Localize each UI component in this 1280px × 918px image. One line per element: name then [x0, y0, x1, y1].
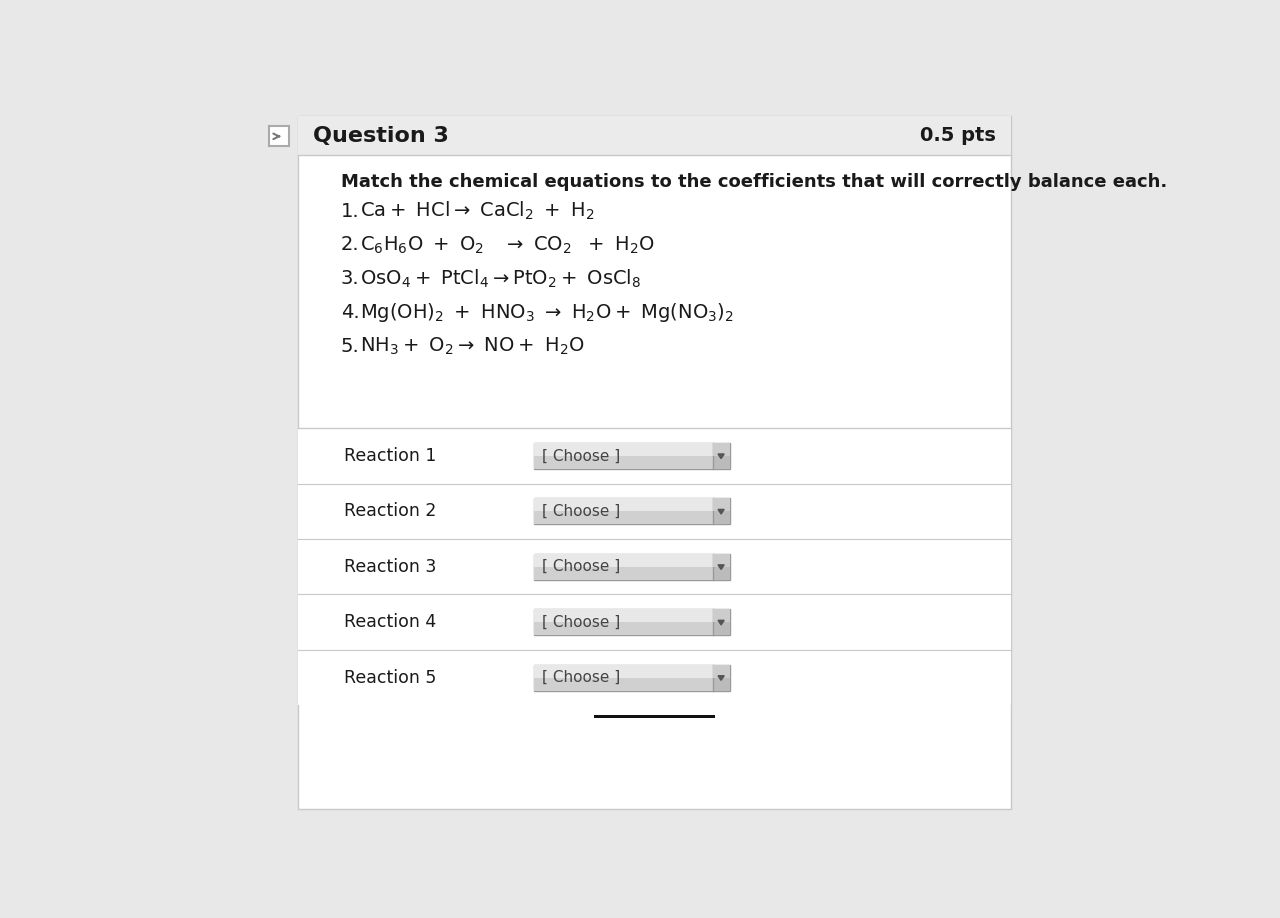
Bar: [713, 498, 730, 511]
Bar: [298, 595, 1011, 650]
Bar: [713, 442, 730, 456]
Bar: [534, 554, 730, 580]
Polygon shape: [718, 509, 724, 514]
Bar: [534, 665, 730, 690]
Bar: [713, 665, 730, 677]
Text: $\mathrm{Mg(OH)_2 \ + \ HNO_3 \ \rightarrow \ H_2O + \ Mg(NO_3)_2}$: $\mathrm{Mg(OH)_2 \ + \ HNO_3 \ \rightar…: [360, 301, 733, 324]
Text: [ Choose ]: [ Choose ]: [541, 448, 621, 464]
Bar: [298, 428, 1011, 484]
Text: [ Choose ]: [ Choose ]: [541, 504, 621, 519]
Bar: [534, 622, 713, 635]
Text: [ Choose ]: [ Choose ]: [541, 670, 621, 685]
Bar: [713, 554, 730, 566]
Bar: [534, 665, 713, 677]
Text: 4.: 4.: [340, 303, 360, 322]
Bar: [298, 650, 1011, 705]
Text: Reaction 5: Reaction 5: [344, 668, 436, 687]
Text: 1.: 1.: [340, 202, 360, 220]
Bar: [298, 539, 1011, 595]
Text: 3.: 3.: [340, 269, 360, 288]
Bar: [534, 511, 713, 524]
Bar: [534, 498, 730, 524]
Bar: [534, 566, 713, 580]
Text: 2.: 2.: [340, 235, 360, 254]
Polygon shape: [718, 454, 724, 459]
Bar: [269, 127, 289, 146]
Text: [ Choose ]: [ Choose ]: [541, 615, 621, 630]
Text: $\mathrm{OsO_4 + \ PtCl_4 \rightarrow PtO_2 + \ OsCl_8}$: $\mathrm{OsO_4 + \ PtCl_4 \rightarrow Pt…: [360, 268, 641, 290]
Polygon shape: [718, 565, 724, 569]
Bar: [298, 484, 1011, 539]
Bar: [298, 117, 1011, 155]
Text: 0.5 pts: 0.5 pts: [919, 126, 996, 145]
Bar: [534, 610, 713, 622]
Text: Question 3: Question 3: [314, 126, 449, 146]
Bar: [713, 665, 730, 690]
Text: 5.: 5.: [340, 337, 360, 356]
Bar: [594, 714, 714, 719]
Text: Reaction 3: Reaction 3: [344, 558, 436, 576]
Bar: [534, 554, 713, 566]
Bar: [713, 610, 730, 622]
Text: Reaction 4: Reaction 4: [344, 613, 436, 632]
Bar: [534, 456, 713, 469]
Bar: [713, 554, 730, 580]
Text: $\mathrm{C_6H_6O \ + \ O_2 \ \ \ \rightarrow \ CO_2 \ \ + \ H_2O}$: $\mathrm{C_6H_6O \ + \ O_2 \ \ \ \righta…: [360, 234, 655, 255]
Bar: [534, 442, 730, 469]
Polygon shape: [718, 621, 724, 625]
Bar: [534, 677, 713, 690]
Text: Reaction 2: Reaction 2: [344, 502, 436, 521]
Text: Match the chemical equations to the coefficients that will correctly balance eac: Match the chemical equations to the coef…: [340, 173, 1167, 191]
Bar: [298, 117, 1011, 810]
Bar: [713, 610, 730, 635]
Bar: [534, 442, 713, 456]
Bar: [713, 498, 730, 524]
Bar: [534, 610, 730, 635]
Bar: [534, 498, 713, 511]
Text: $\mathrm{Ca + \ HCl \rightarrow \ CaCl_2 \ + \ H_2}$: $\mathrm{Ca + \ HCl \rightarrow \ CaCl_2…: [360, 200, 594, 222]
Text: [ Choose ]: [ Choose ]: [541, 559, 621, 575]
Text: $\mathrm{NH_3 + \ O_2 \rightarrow \ NO + \ H_2O}$: $\mathrm{NH_3 + \ O_2 \rightarrow \ NO +…: [360, 336, 585, 357]
Bar: [713, 442, 730, 469]
Text: Reaction 1: Reaction 1: [344, 447, 436, 465]
Polygon shape: [718, 676, 724, 680]
